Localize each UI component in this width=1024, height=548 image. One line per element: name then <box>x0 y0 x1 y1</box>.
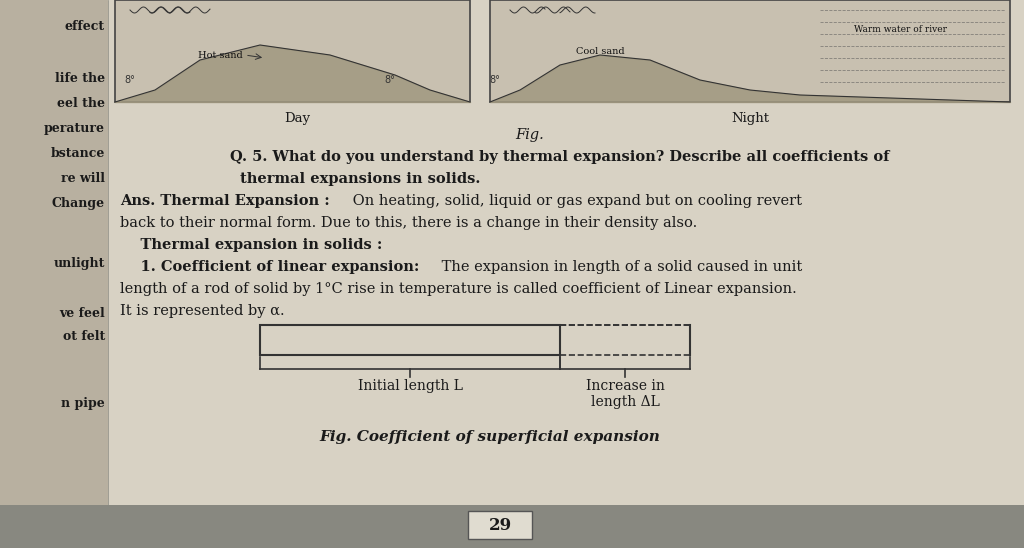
Text: Increase in
length ΔL: Increase in length ΔL <box>586 379 665 409</box>
Bar <box>115 0 470 102</box>
Text: length of a rod of solid by 1°C rise in temperature is called coefficient of Lin: length of a rod of solid by 1°C rise in … <box>120 282 797 296</box>
Text: 8°: 8° <box>385 75 395 85</box>
Text: Initial length L: Initial length L <box>357 379 463 393</box>
Text: 8°: 8° <box>125 75 135 85</box>
Bar <box>260 325 560 355</box>
Text: Q. 5. What do you understand by thermal expansion? Describe all coefficients of: Q. 5. What do you understand by thermal … <box>230 150 890 164</box>
Text: life the: life the <box>55 72 105 85</box>
Text: Fig.: Fig. <box>516 128 545 142</box>
Text: Warm water of river: Warm water of river <box>853 26 946 35</box>
Bar <box>468 511 532 539</box>
Text: re will: re will <box>61 172 105 185</box>
Text: 1. Coefficient of linear expansion:: 1. Coefficient of linear expansion: <box>120 260 420 274</box>
Text: Fig. Coefficient of superficial expansion: Fig. Coefficient of superficial expansio… <box>319 430 660 444</box>
Text: effect: effect <box>65 20 105 33</box>
Text: Night: Night <box>731 112 769 125</box>
Bar <box>0 0 108 548</box>
Text: ot felt: ot felt <box>62 330 105 343</box>
Text: thermal expansions in solids.: thermal expansions in solids. <box>240 172 480 186</box>
Text: It is represented by α.: It is represented by α. <box>120 304 285 318</box>
Text: Ans. Thermal Expansion :: Ans. Thermal Expansion : <box>120 194 330 208</box>
Text: eel the: eel the <box>57 97 105 110</box>
Text: On heating, solid, liquid or gas expand but on cooling revert: On heating, solid, liquid or gas expand … <box>348 194 802 208</box>
Text: ve feel: ve feel <box>59 307 105 320</box>
Text: back to their normal form. Due to this, there is a change in their density also.: back to their normal form. Due to this, … <box>120 216 697 230</box>
Text: Day: Day <box>284 112 310 125</box>
Text: 8°: 8° <box>489 75 501 85</box>
Text: Hot sand: Hot sand <box>198 50 243 60</box>
Text: unlight: unlight <box>53 257 105 270</box>
Text: The expansion in length of a solid caused in unit: The expansion in length of a solid cause… <box>437 260 802 274</box>
Text: Change: Change <box>52 197 105 210</box>
Text: n pipe: n pipe <box>61 397 105 410</box>
Text: Cool sand: Cool sand <box>575 48 625 56</box>
Bar <box>108 0 1024 548</box>
Text: 29: 29 <box>488 517 512 534</box>
Bar <box>0 505 1024 548</box>
Text: perature: perature <box>44 122 105 135</box>
Text: bstance: bstance <box>50 147 105 160</box>
Bar <box>490 0 1010 102</box>
Text: Thermal expansion in solids :: Thermal expansion in solids : <box>120 238 382 252</box>
